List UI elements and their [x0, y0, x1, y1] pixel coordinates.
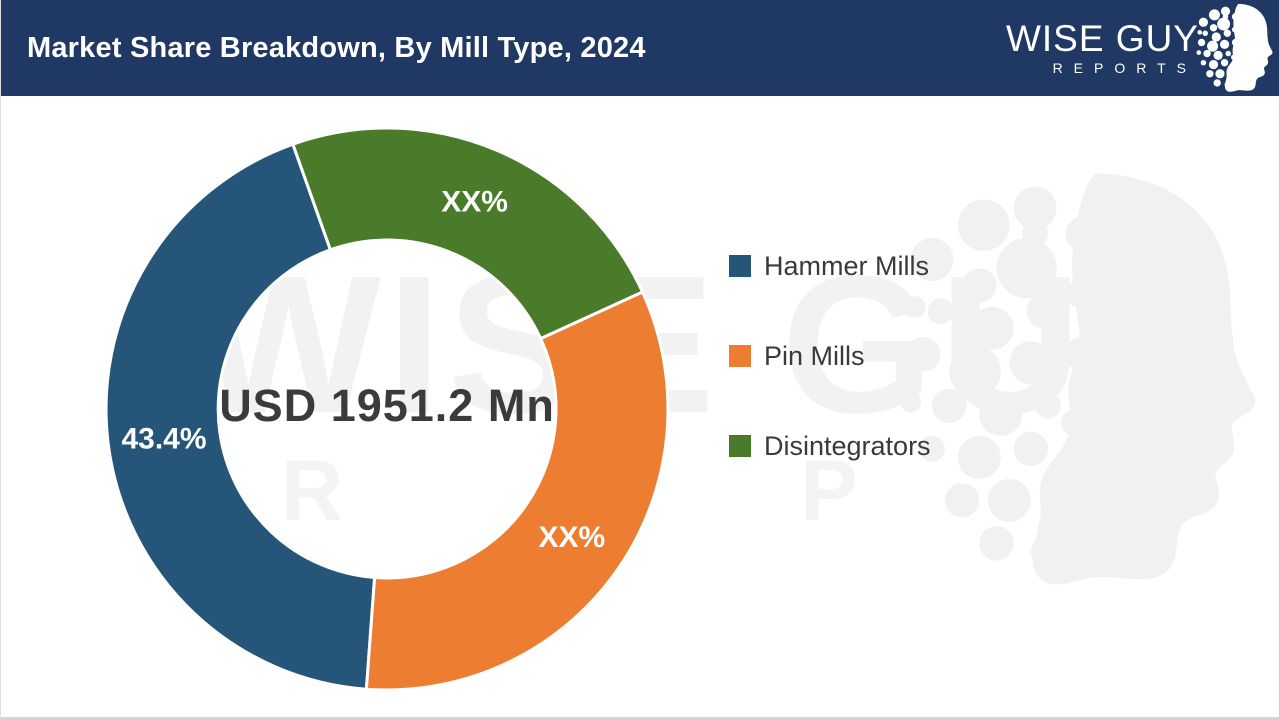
legend-item: Pin Mills: [729, 340, 931, 372]
legend-swatch-hammer-mills: [729, 255, 751, 277]
donut-slice-pin-mills: [364, 290, 670, 692]
header: Market Share Breakdown, By Mill Type, 20…: [1, 0, 1279, 96]
legend-swatch-disintegrators: [729, 435, 751, 457]
legend-item: Hammer Mills: [729, 250, 931, 282]
legend-label: Hammer Mills: [764, 250, 929, 281]
legend-label: Disintegrators: [764, 430, 931, 461]
donut-slice-hammer-mills: [104, 142, 377, 691]
slice-label-hammer-mills: 43.4%: [121, 423, 206, 456]
legend: Hammer Mills Pin Mills Disintegrators: [729, 250, 931, 520]
slice-label-pin-mills: XX%: [538, 521, 605, 554]
donut-slice-disintegrators: [290, 126, 645, 341]
wiseguy-logo: WISE GUY REPORTS: [1006, 0, 1279, 96]
legend-label: Pin Mills: [764, 340, 865, 371]
logo-wordmark: WISE GUY: [1005, 18, 1199, 59]
slice-label-disintegrators: XX%: [441, 185, 508, 218]
page-title: Market Share Breakdown, By Mill Type, 20…: [27, 31, 646, 64]
chart-center-value: USD 1951.2 Mn: [219, 380, 555, 431]
legend-swatch-pin-mills: [729, 345, 751, 367]
logo-subtitle: REPORTS: [1052, 60, 1197, 76]
legend-item: Disintegrators: [729, 430, 931, 462]
